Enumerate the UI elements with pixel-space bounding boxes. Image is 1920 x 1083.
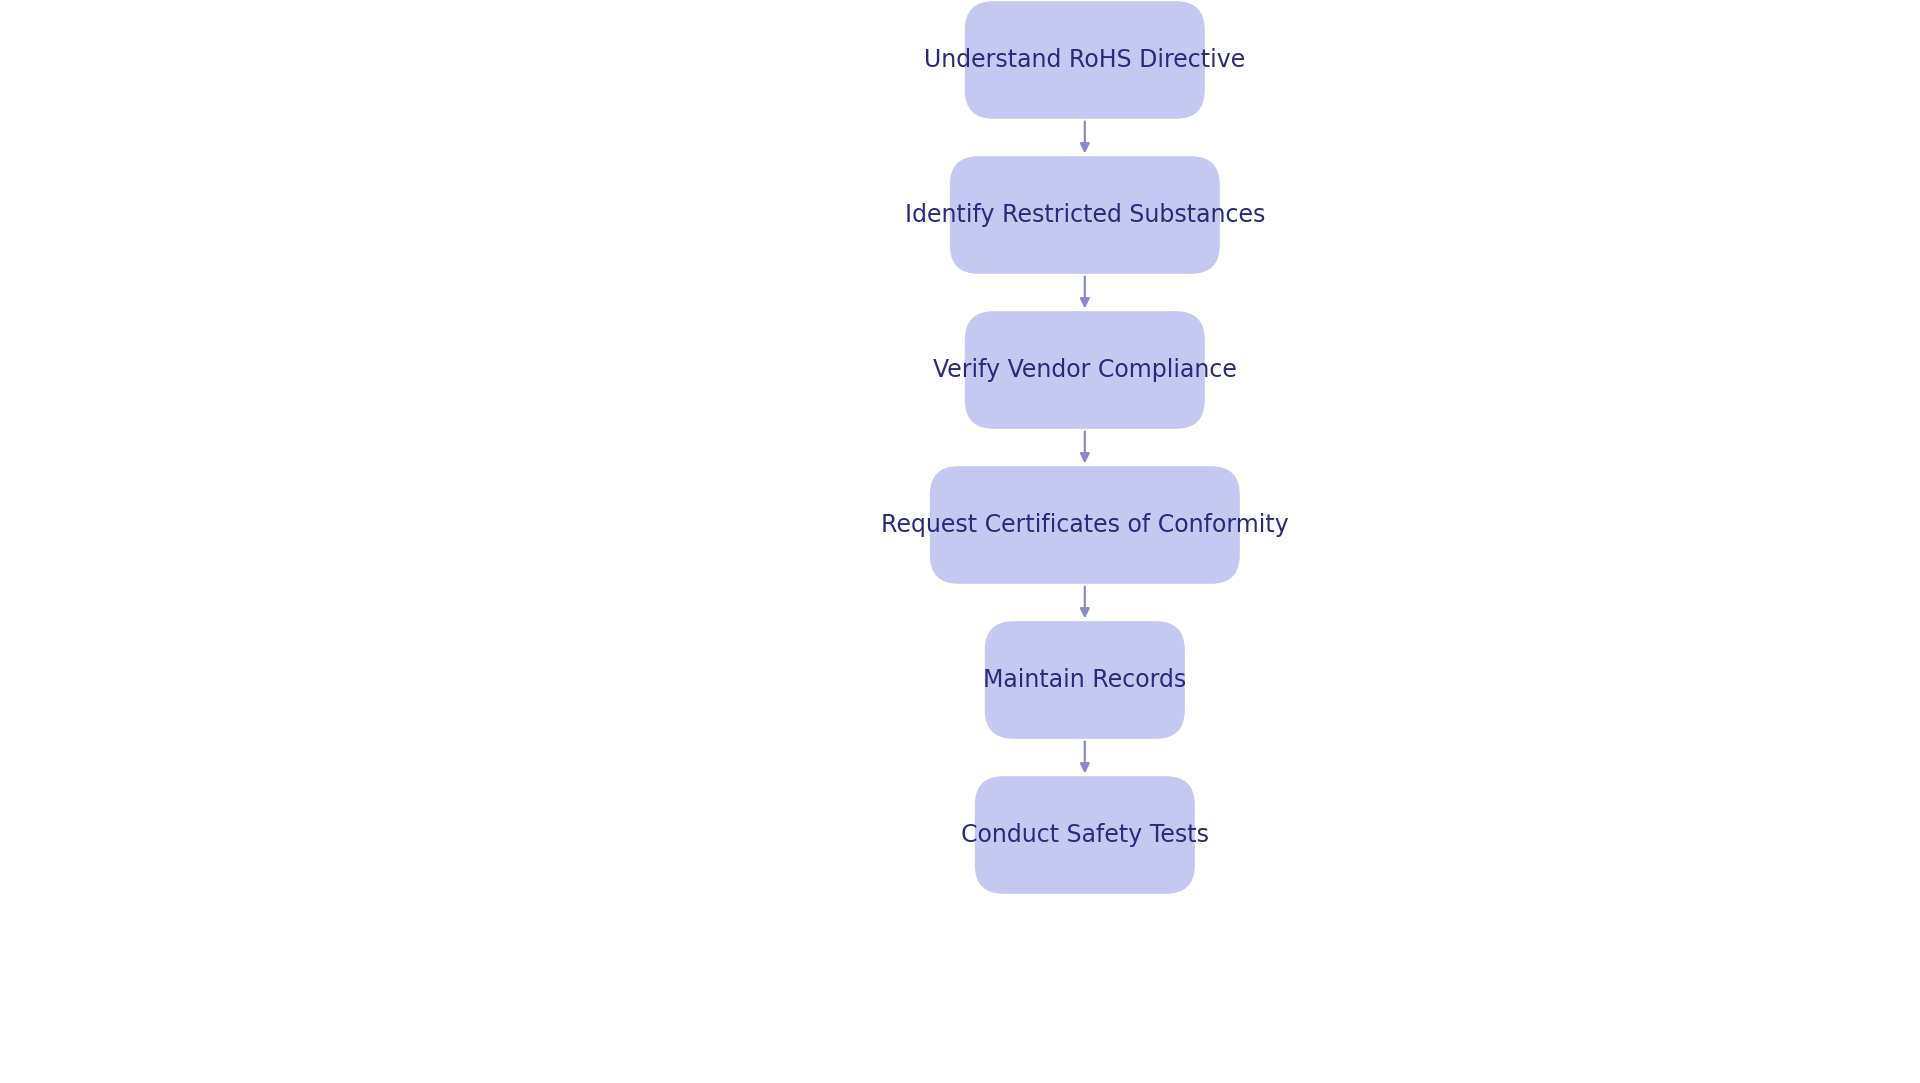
Text: Conduct Safety Tests: Conduct Safety Tests (960, 823, 1210, 847)
FancyBboxPatch shape (964, 311, 1206, 429)
FancyBboxPatch shape (975, 777, 1194, 893)
FancyBboxPatch shape (964, 1, 1206, 119)
Text: Understand RoHS Directive: Understand RoHS Directive (924, 48, 1246, 71)
FancyBboxPatch shape (985, 622, 1185, 739)
Text: Request Certificates of Conformity: Request Certificates of Conformity (881, 513, 1288, 537)
Text: Identify Restricted Substances: Identify Restricted Substances (904, 203, 1265, 227)
Text: Maintain Records: Maintain Records (983, 668, 1187, 692)
FancyBboxPatch shape (950, 156, 1219, 274)
FancyBboxPatch shape (929, 466, 1240, 584)
Text: Verify Vendor Compliance: Verify Vendor Compliance (933, 358, 1236, 382)
